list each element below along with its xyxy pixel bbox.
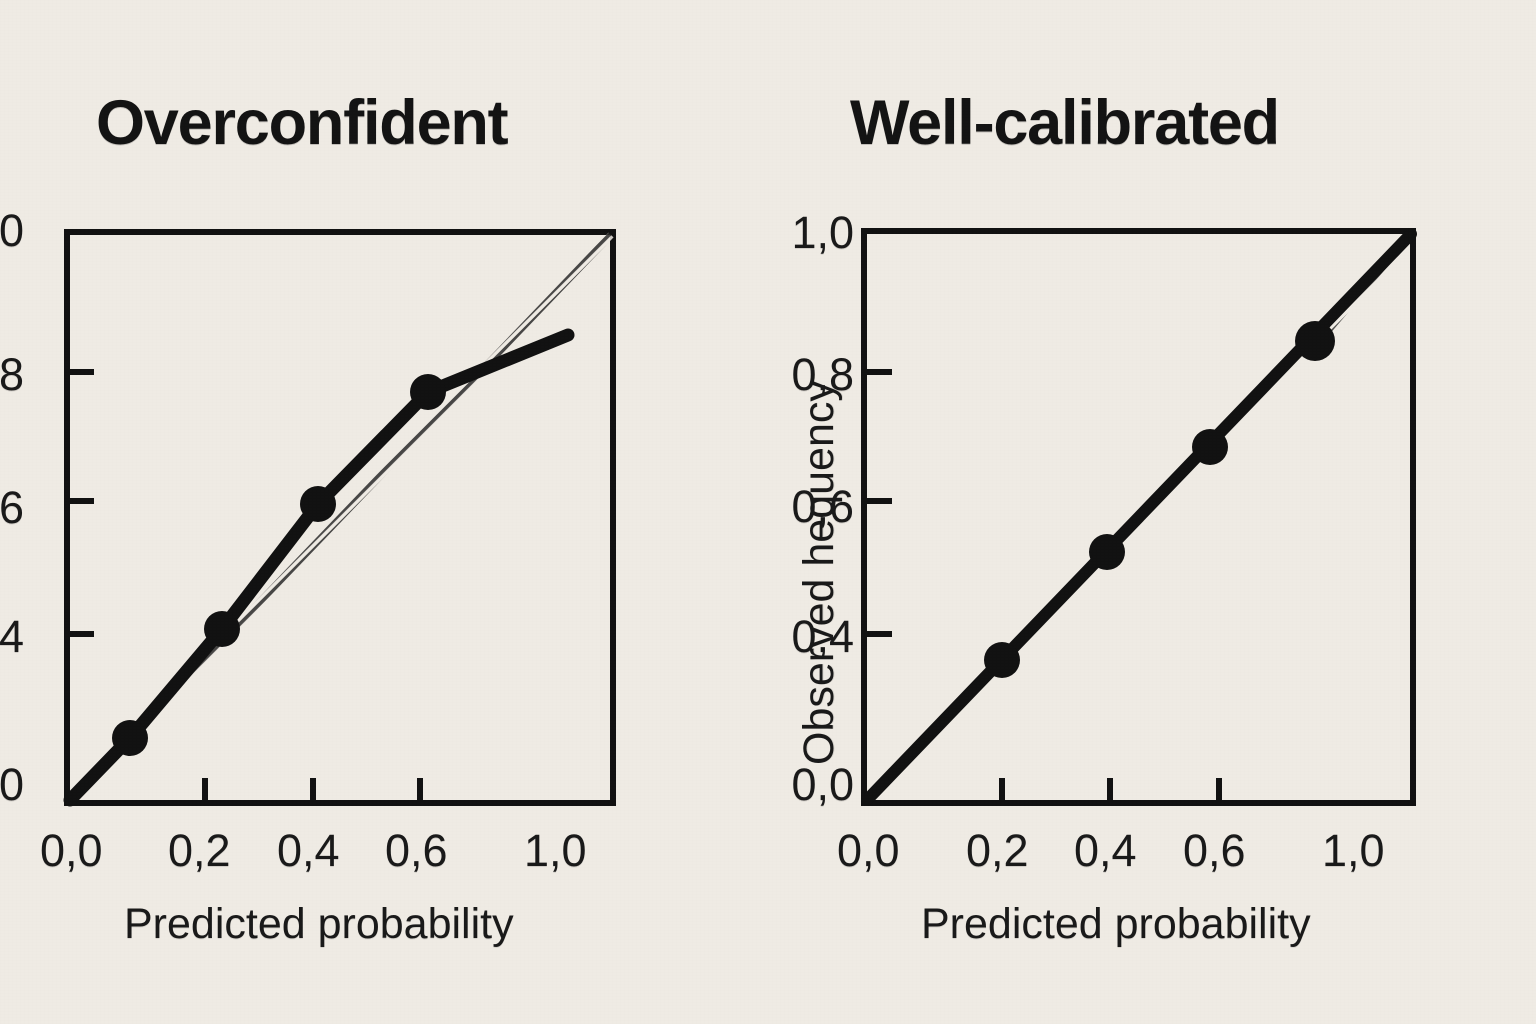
x-tick-label-0-0-left: 0,0 xyxy=(40,825,103,876)
panel-well-calibrated: Well-calibrated Observed hequency 1,0 0,… xyxy=(760,0,1536,1024)
x-tick-label-1-0-right: 1,0 xyxy=(1322,825,1385,876)
x-axis-title-right: Predicted probability xyxy=(921,900,1311,948)
x-ticks-right xyxy=(999,778,1222,803)
x-tick-label-0-2-left: 0,2 xyxy=(168,825,231,876)
x-tick-label-0-0-right: 0,0 xyxy=(837,825,900,876)
plot-frame-left xyxy=(64,229,616,806)
data-point-marker xyxy=(1295,321,1335,361)
y-tick-label-0-8-right: 0,8 xyxy=(791,349,854,400)
panel-title-well-calibrated: Well-calibrated xyxy=(850,88,1280,158)
calibration-markers-right xyxy=(984,321,1335,678)
data-point-marker xyxy=(410,374,446,410)
x-axis-title-left: Predicted probability xyxy=(124,900,514,948)
y-tick-label-0-6-left: ,6 xyxy=(0,482,24,533)
panel-title-overconfident: Overconfident xyxy=(96,88,509,158)
x-tick-label-0-4-left: 0,4 xyxy=(277,825,340,876)
y-ticks-left xyxy=(67,369,94,637)
plot-area-well-calibrated: Observed hequency 1,0 0,8 0,6 0,4 0,0 xyxy=(760,0,1536,1024)
x-tick-label-0-2-right: 0,2 xyxy=(966,825,1029,876)
data-point-marker xyxy=(1192,429,1228,465)
plot-frame-right xyxy=(861,228,1416,806)
calibration-curve-right xyxy=(861,228,1417,806)
x-tick-label-1-0-left: 1,0 xyxy=(524,825,587,876)
y-tick-label-1-0-left: ,0 xyxy=(0,205,24,256)
y-tick-label-0-0-left: ,0 xyxy=(0,759,24,810)
data-point-marker xyxy=(1089,534,1125,570)
y-tick-label-1-0-right: 1,0 xyxy=(791,207,854,258)
y-tick-label-0-4-right: 0,4 xyxy=(791,611,854,662)
x-ticks-left xyxy=(202,778,423,803)
y-tick-label-0-6-right: 0,6 xyxy=(791,481,854,532)
plot-area-overconfident: ,0 ,8 ,6 ,4 ,0 xyxy=(0,0,760,1024)
y-tick-label-0-8-left: ,8 xyxy=(0,349,24,400)
y-ticks-right xyxy=(864,369,892,637)
data-point-marker xyxy=(300,486,336,522)
well-calibrated-plot-svg xyxy=(861,228,1417,806)
calibration-markers-left xyxy=(112,374,446,756)
data-point-marker xyxy=(204,611,240,647)
x-tick-label-0-4-right: 0,4 xyxy=(1074,825,1137,876)
data-point-marker xyxy=(112,720,148,756)
y-tick-label-0-0-right: 0,0 xyxy=(791,759,854,810)
x-tick-label-0-6-right: 0,6 xyxy=(1183,825,1246,876)
y-tick-label-0-4-left: ,4 xyxy=(0,611,24,662)
data-point-marker xyxy=(984,642,1020,678)
x-tick-label-0-6-left: 0,6 xyxy=(385,825,448,876)
panel-overconfident: Overconfident ,0 ,8 ,6 ,4 ,0 xyxy=(0,0,760,1024)
